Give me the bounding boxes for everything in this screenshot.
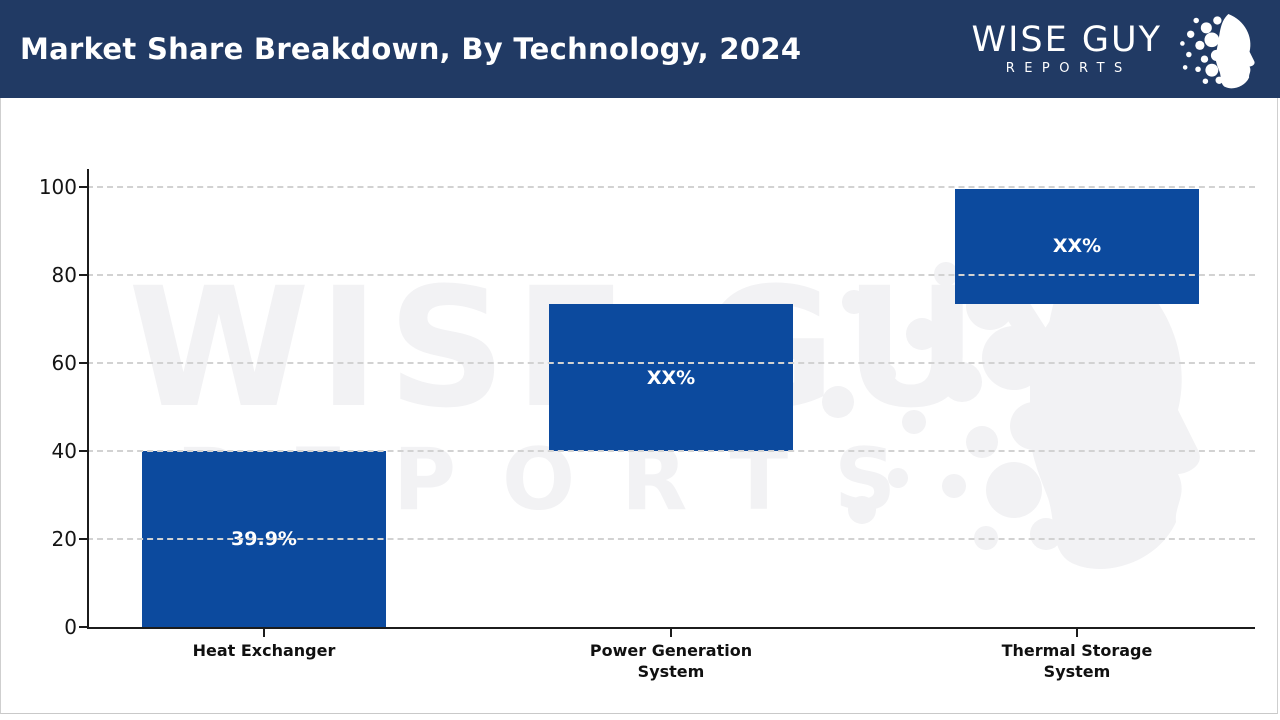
bar-segment: XX% bbox=[549, 303, 793, 452]
header-bar: Market Share Breakdown, By Technology, 2… bbox=[0, 0, 1280, 98]
y-axis-line bbox=[87, 169, 89, 627]
y-gridline bbox=[87, 450, 1255, 452]
x-category-label-line: Power Generation bbox=[589, 641, 753, 660]
y-tick-label: 40 bbox=[51, 439, 77, 463]
x-category-label-line: System bbox=[637, 662, 705, 681]
x-category-label: Heat Exchanger bbox=[134, 640, 394, 661]
y-tick-mark bbox=[79, 186, 87, 188]
y-tick-mark bbox=[79, 450, 87, 452]
y-gridline bbox=[87, 274, 1255, 276]
x-category-label-line: Thermal Storage bbox=[1001, 641, 1153, 660]
bar-segment: XX% bbox=[955, 189, 1199, 304]
x-tick-mark bbox=[263, 629, 265, 637]
y-tick-mark bbox=[79, 538, 87, 540]
x-tick-mark bbox=[1076, 629, 1078, 637]
x-tick-mark bbox=[670, 629, 672, 637]
x-category-label-line: Heat Exchanger bbox=[192, 641, 336, 660]
logo-face-icon bbox=[1180, 14, 1255, 89]
x-category-label-line: System bbox=[1043, 662, 1111, 681]
y-tick-label: 60 bbox=[51, 351, 77, 375]
page-title: Market Share Breakdown, By Technology, 2… bbox=[20, 32, 802, 66]
bar-value-label: XX% bbox=[1052, 235, 1102, 258]
y-gridline bbox=[87, 538, 1255, 540]
logo-subtitle: REPORTS bbox=[1005, 61, 1132, 76]
logo-wordmark: WISE GUY bbox=[971, 20, 1162, 60]
y-tick-label: 80 bbox=[51, 263, 77, 287]
bar-value-label: XX% bbox=[646, 366, 696, 389]
y-gridline bbox=[87, 186, 1255, 188]
y-tick-label: 0 bbox=[64, 615, 77, 639]
y-tick-label: 100 bbox=[38, 175, 77, 199]
y-tick-label: 20 bbox=[51, 527, 77, 551]
y-tick-mark bbox=[79, 362, 87, 364]
x-category-label: Power Generation System bbox=[541, 640, 801, 682]
y-tick-mark bbox=[79, 626, 87, 628]
wiseguy-logo: WISE GUY REPORTS bbox=[971, 7, 1256, 91]
x-axis-line bbox=[87, 627, 1255, 629]
y-gridline bbox=[87, 362, 1255, 364]
y-tick-mark bbox=[79, 274, 87, 276]
x-category-label: Thermal Storage System bbox=[947, 640, 1207, 682]
logo-text: WISE GUY REPORTS bbox=[971, 22, 1162, 76]
